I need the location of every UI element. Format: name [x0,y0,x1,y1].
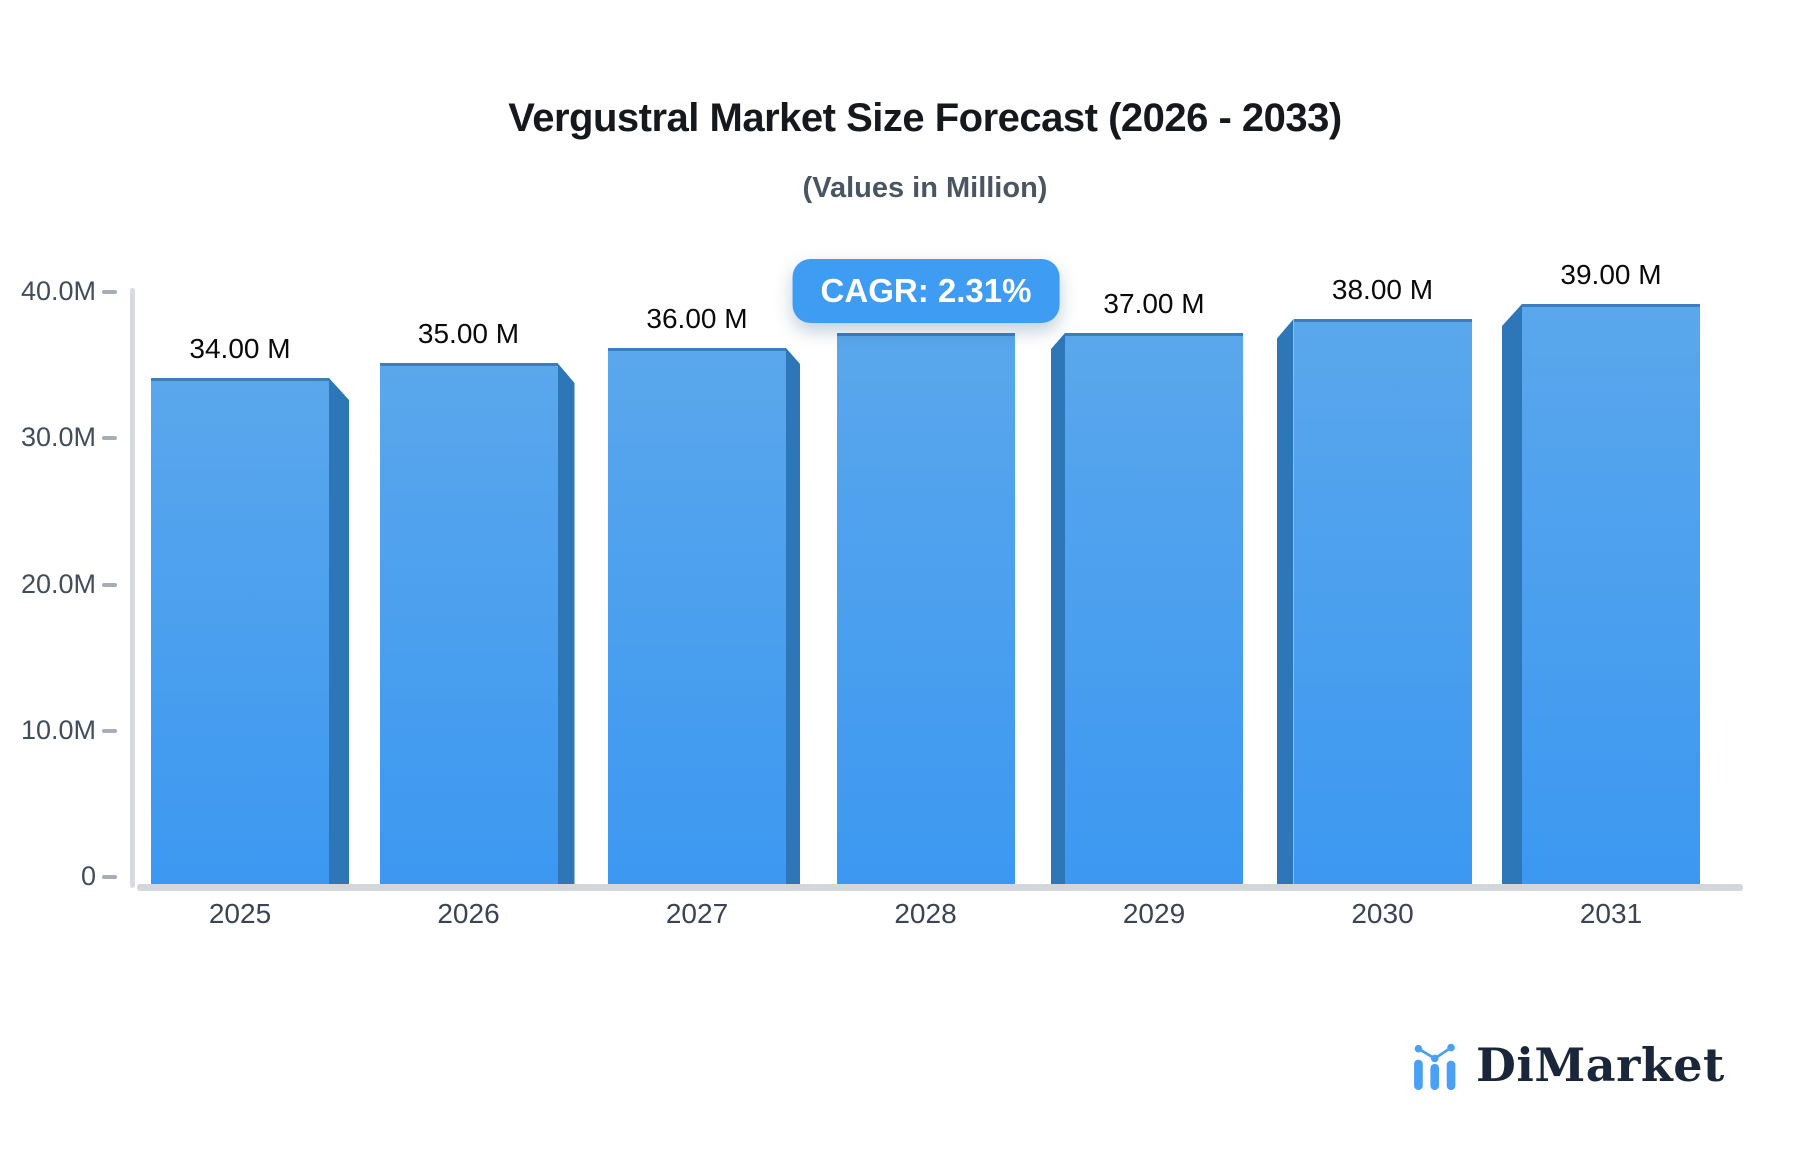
y-tick-mark [102,290,117,294]
y-tick-mark [102,436,117,441]
cagr-badge: CAGR: 2.31% [792,259,1060,323]
x-axis-label-2025: 2025 [208,898,272,929]
chart-title: Vergustral Market Size Forecast (2026 - … [508,96,1342,140]
y-tick-label: 40.0M [20,276,96,306]
logo-text: DiMarket [1476,1038,1725,1092]
bar-value-label-2030: 38.00 M [1331,274,1434,305]
bar-2030 [1293,319,1472,884]
bar-2028 [836,333,1015,884]
bar-3d-side-2026 [557,363,575,884]
bar-3d-side-2027 [786,348,800,884]
bar-3d-side-2029 [1051,333,1065,884]
bar-2025 [151,378,329,884]
bar-2027 [608,348,786,884]
bar-3d-side-2031 [1502,304,1522,884]
bar-value-label-2025: 34.00 M [189,333,291,364]
x-axis-label-2027: 2027 [665,898,729,929]
bar-value-label-2031: 39.00 M [1560,259,1662,290]
bar-3d-side-2030 [1276,319,1294,884]
bar-value-label-2027: 36.00 M [646,303,748,334]
x-axis-baseline [137,884,1743,891]
x-axis-label-2029: 2029 [1122,898,1186,929]
y-tick-label: 0 [80,861,96,891]
chart-subtitle: (Values in Million) [802,172,1048,204]
y-tick-mark [102,728,117,733]
y-tick-mark [102,582,117,587]
mini-bar-line-chart-icon [1414,1043,1456,1090]
bar-value-label-2026: 35.00 M [417,318,520,349]
x-axis-label-2031: 2031 [1579,898,1643,929]
bar-2029 [1065,333,1243,884]
bar-2031 [1522,304,1700,884]
x-axis-label-2026: 2026 [437,898,500,929]
y-tick-label: 30.0M [20,422,96,453]
dimarket-logo: DiMarket [1413,1038,1725,1092]
y-tick-label: 10.0M [20,714,96,745]
y-axis-line [130,288,135,888]
bar-2026 [379,363,558,884]
x-axis-label-2028: 2028 [894,898,957,929]
x-axis-label-2030: 2030 [1351,898,1414,929]
bar-3d-side-2025 [329,378,349,884]
y-tick-label: 20.0M [20,568,96,599]
bar-value-label-2029: 37.00 M [1103,288,1205,319]
y-tick-mark [102,875,117,879]
